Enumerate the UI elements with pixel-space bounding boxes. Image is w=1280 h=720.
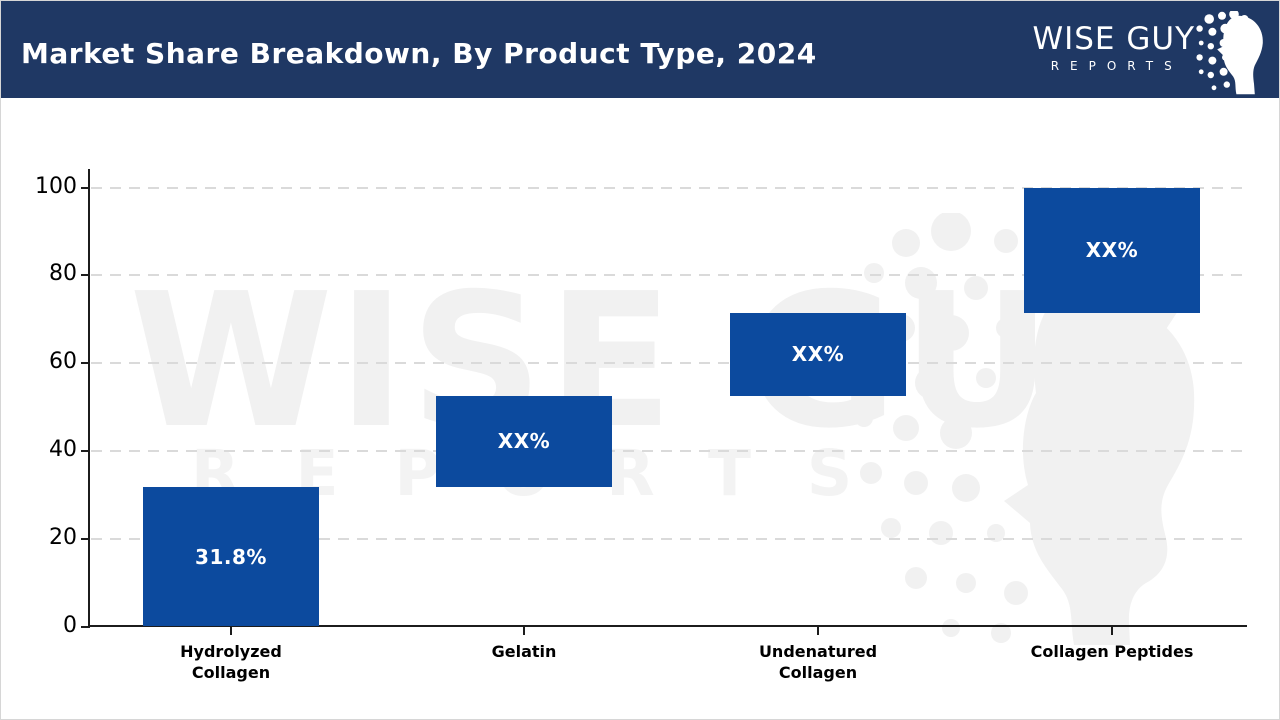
gridline-y20 [91,537,1246,540]
y-tick-mark [81,625,89,628]
bar-hydrolyzed-collagen: 31.8% [143,486,319,627]
gridline-y40 [91,449,1246,452]
logo-text: WISE GUY REPORTS [1032,21,1195,73]
y-tick-label: 80 [49,261,77,287]
y-tick-mark [81,362,89,365]
x-axis-category-label: Undenatured Collagen [708,641,928,683]
bar-gelatin: XX% [436,396,612,487]
x-tick-mark [523,627,525,635]
y-tick-mark [81,449,89,452]
page-title: Market Share Breakdown, By Product Type,… [21,37,817,70]
x-tick-mark [230,627,232,635]
bar-value-label: 31.8% [195,544,267,569]
y-tick-label: 0 [63,612,77,638]
x-label-line: Collagen [191,663,271,682]
y-tick-mark [81,274,89,277]
y-tick-mark [81,537,89,540]
y-tick-label: 60 [49,349,77,375]
watermark-wordmark: WISE GUY [129,253,1194,469]
x-axis-category-label: Hydrolyzed Collagen [121,641,341,683]
wise-guy-reports-logo: WISE GUY REPORTS [1017,7,1267,95]
x-tick-mark [817,627,819,635]
header-band: Market Share Breakdown, By Product Type,… [1,1,1279,98]
x-axis-category-label: Gelatin [414,641,634,662]
x-label-line: Collagen Peptides [1030,642,1194,661]
gridline-y60 [91,362,1246,365]
y-axis-line [88,169,90,628]
y-tick-label: 20 [49,524,77,550]
bar-value-label: XX% [1085,238,1139,263]
gridline-y80 [91,274,1246,277]
bar-value-label: XX% [497,429,551,454]
gridline-y100 [91,186,1246,189]
bar-value-label: XX% [791,342,845,367]
logo-subtitle: REPORTS [1050,59,1183,73]
bar-collagen-peptides: XX% [1024,187,1200,313]
y-tick-label: 40 [49,436,77,462]
x-label-line: Collagen [778,663,858,682]
logo-wordmark: WISE GUY [1032,21,1195,57]
logo-head-icon [1196,11,1263,95]
bar-undenatured-collagen: XX% [730,312,906,397]
x-axis-line [88,625,1247,627]
x-label-line: Gelatin [491,642,557,661]
x-label-line: Undenatured [758,642,878,661]
y-tick-label: 100 [35,173,77,199]
x-tick-mark [1111,627,1113,635]
y-tick-mark [81,186,89,189]
x-axis-category-label: Collagen Peptides [1002,641,1222,662]
x-label-line: Hydrolyzed [180,642,282,661]
